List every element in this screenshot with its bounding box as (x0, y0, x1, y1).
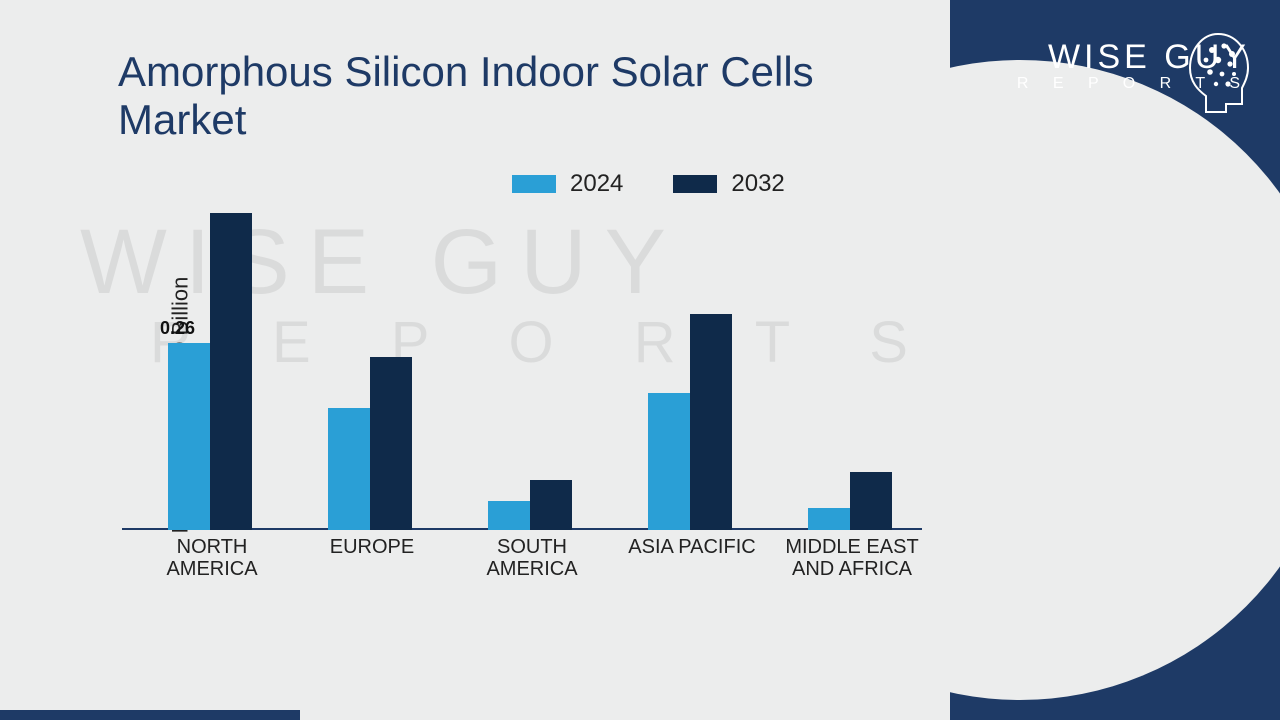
bar-2032 (850, 472, 892, 530)
value-label: 0.26 (160, 318, 195, 339)
bar-2024 (168, 343, 210, 530)
category-label: ASIA PACIFIC (622, 530, 762, 558)
category-label: MIDDLE EAST AND AFRICA (782, 530, 922, 580)
category-label: EUROPE (302, 530, 442, 558)
bar-2024 (648, 393, 690, 530)
category-label: SOUTH AMERICA (462, 530, 602, 580)
bar-2032 (370, 357, 412, 530)
bar-2032 (690, 314, 732, 530)
bar-2024 (328, 408, 370, 530)
bar-2024 (808, 508, 850, 530)
page-root: WISE GUY R E P O R T S WISE GUY R E P O … (0, 0, 1280, 720)
chart-title: Amorphous Silicon Indoor Solar Cells Mar… (118, 48, 838, 145)
bar-2024 (488, 501, 530, 530)
brand-logo: WISE GUY R E P O R T S (1017, 38, 1250, 93)
logo-head-icon (1182, 32, 1254, 116)
chart-area: Market Size in USD Billion 2024 2032 0.2… (52, 170, 932, 640)
bar-2032 (210, 213, 252, 530)
plot-area: 0.26NORTH AMERICAEUROPESOUTH AMERICAASIA… (122, 170, 922, 530)
bottom-accent-bar (0, 710, 300, 720)
bar-2032 (530, 480, 572, 530)
category-label: NORTH AMERICA (142, 530, 282, 580)
